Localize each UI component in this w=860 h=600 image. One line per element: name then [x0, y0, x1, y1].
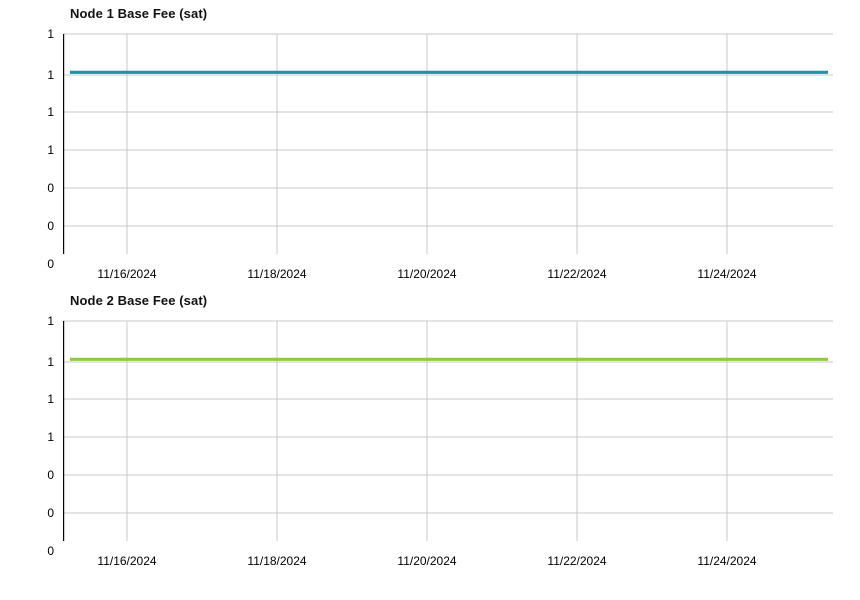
x-tick-label: 11/20/2024 [397, 554, 457, 568]
chart-title-node-2: Node 2 Base Fee (sat) [70, 293, 208, 308]
x-tick-label: 11/20/2024 [397, 267, 457, 281]
axis-lines-node-1 [63, 34, 65, 254]
y-tick-label: 0 [47, 468, 54, 482]
y-tick-label: 1 [47, 392, 54, 406]
gridlines-horizontal-node-1 [63, 33, 833, 227]
plot-svg-node-2 [63, 320, 833, 541]
chart-title-node-1: Node 1 Base Fee (sat) [70, 6, 208, 21]
y-tick-label: 1 [47, 105, 54, 119]
x-tick-label: 11/24/2024 [697, 554, 757, 568]
y-tick-label: 0 [47, 506, 54, 520]
x-tick-label: 11/24/2024 [697, 267, 757, 281]
x-tick-label: 11/22/2024 [547, 267, 607, 281]
y-tick-label: 0 [47, 544, 54, 558]
plot-area-node-2 [63, 311, 833, 541]
plot-svg-node-1 [63, 33, 833, 254]
y-tick-label: 1 [47, 430, 54, 444]
plot-area-node-1 [63, 24, 833, 254]
x-tick-label: 11/18/2024 [247, 267, 307, 281]
y-tick-label: 1 [47, 68, 54, 82]
y-tick-label: 1 [47, 27, 54, 41]
y-tick-label: 1 [47, 143, 54, 157]
gridlines-vertical-node-1 [126, 34, 728, 254]
y-tick-label: 1 [47, 355, 54, 369]
x-tick-label: 11/18/2024 [247, 554, 307, 568]
y-axis-tick-labels-node-1: 1 1 1 1 0 0 0 [24, 24, 54, 270]
x-tick-label: 11/16/2024 [97, 267, 157, 281]
gridlines-horizontal-node-2 [63, 320, 833, 514]
axis-lines-node-2 [63, 321, 65, 541]
y-tick-label: 0 [47, 181, 54, 195]
y-axis-tick-labels-node-2: 1 1 1 1 0 0 0 [24, 311, 54, 557]
y-tick-label: 1 [47, 314, 54, 328]
x-tick-label: 11/16/2024 [97, 554, 157, 568]
y-tick-label: 0 [47, 257, 54, 271]
x-tick-label: 11/22/2024 [547, 554, 607, 568]
gridlines-vertical-node-2 [126, 321, 728, 541]
y-tick-label: 0 [47, 219, 54, 233]
